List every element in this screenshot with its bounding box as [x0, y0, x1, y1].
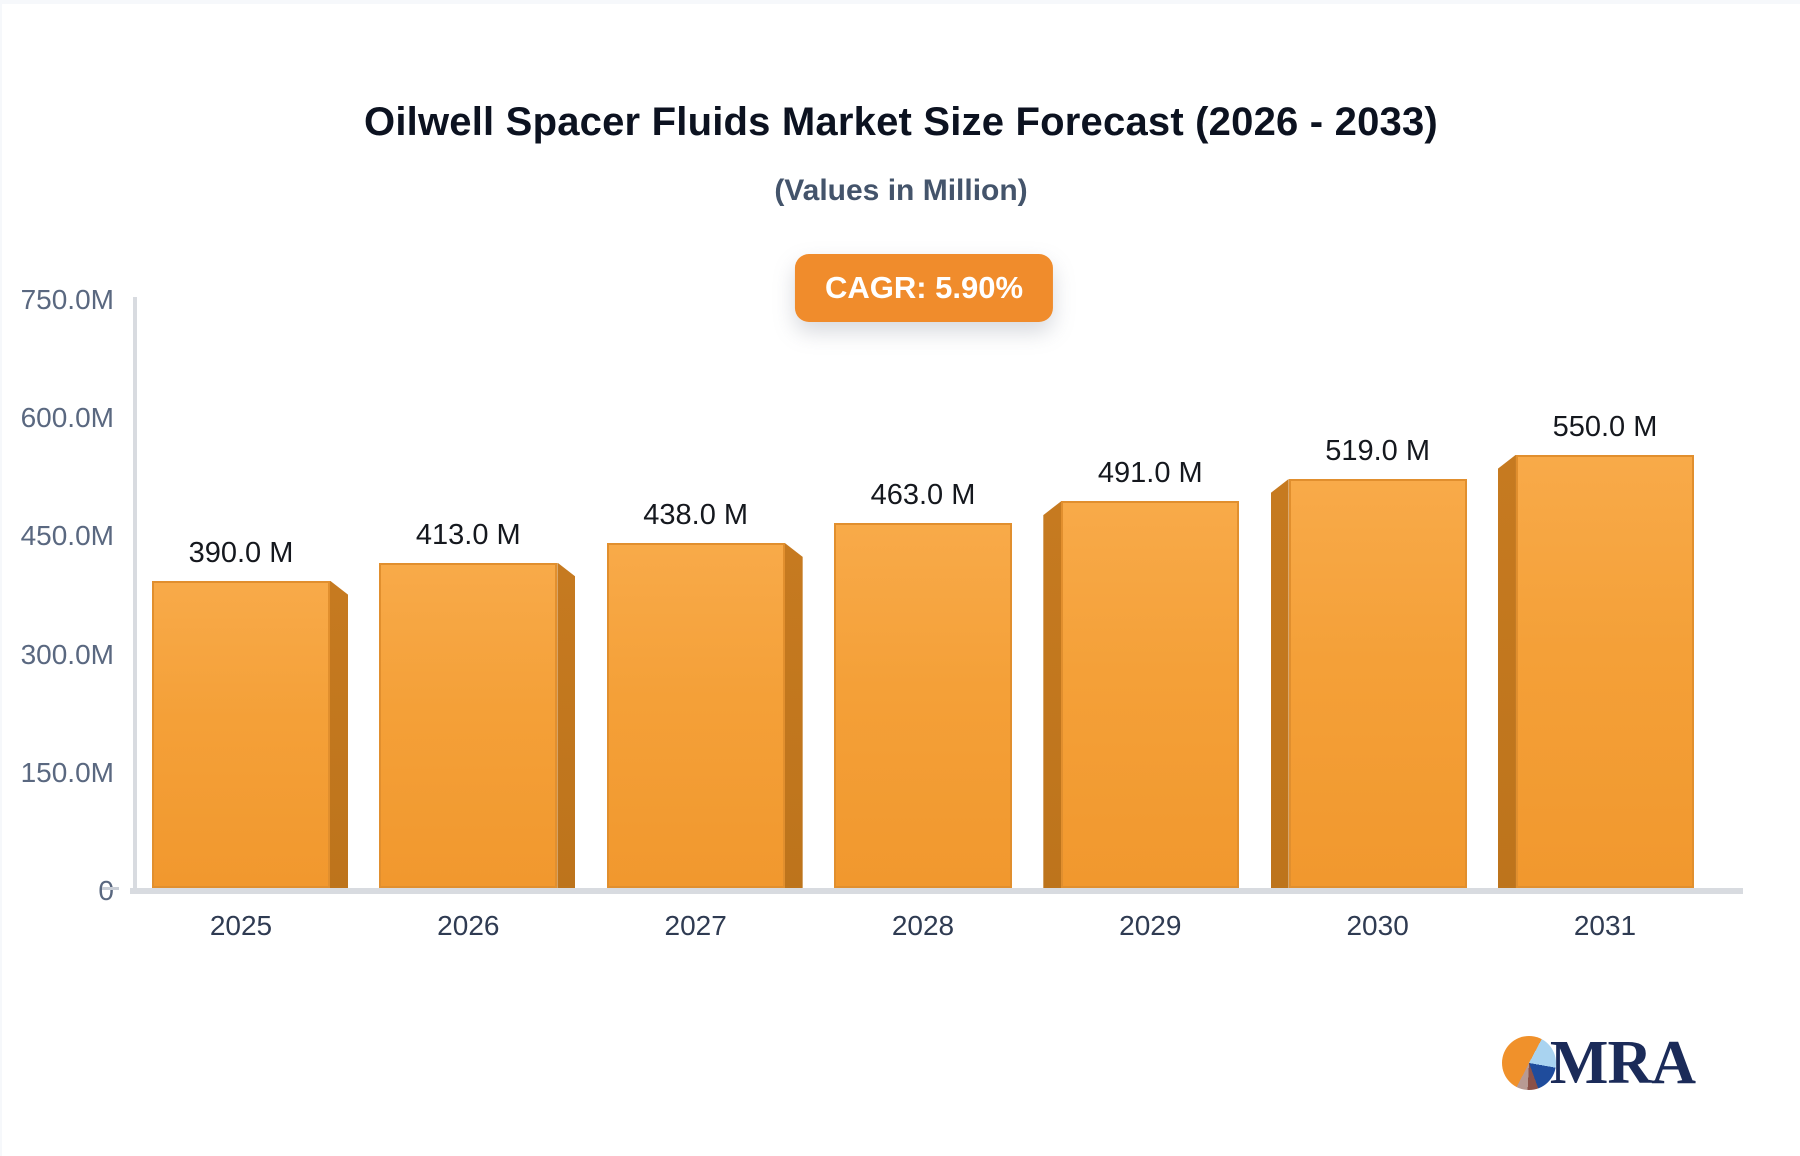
x-axis-tick-label-2025: 2025: [209, 910, 273, 941]
x-axis-line: [130, 888, 1743, 894]
y-axis-tick-label: 450.0M: [20, 520, 114, 552]
brand-logo-text: MRA: [1549, 1029, 1696, 1097]
brand-logo: MRA: [1501, 1029, 1696, 1097]
zero-tick-mark: [102, 887, 119, 890]
chart-title: Oilwell Spacer Fluids Market Size Foreca…: [364, 100, 1438, 144]
y-axis-tick-label: 0: [98, 875, 114, 906]
y-axis-tick-label: 150.0M: [20, 756, 114, 788]
x-axis-tick-label-2026: 2026: [437, 910, 500, 941]
bar-3d-side-2027: [784, 542, 803, 888]
plot-area: 750.0M 600.0M 450.0M 300.0M 150.0M 0 390.0 M 20…: [2, 4, 1800, 1156]
bar-3d-side-2025: [330, 580, 348, 888]
bar-value-label-2030: 519.0 M: [1325, 435, 1431, 468]
y-axis-tick-label: 300.0M: [20, 638, 114, 670]
x-axis-tick-label-2027: 2027: [664, 910, 727, 941]
bar-2025: [152, 580, 330, 888]
bar-value-label-2026: 413.0 M: [415, 518, 521, 551]
bar-3d-side-2026: [557, 562, 576, 888]
bar-2029: [1061, 501, 1240, 888]
bar-value-label-2027: 438.0 M: [643, 498, 749, 531]
cagr-badge: CAGR: 5.90%: [794, 254, 1054, 322]
x-axis-tick-label-2028: 2028: [891, 910, 955, 941]
x-axis-tick-label-2029: 2029: [1119, 910, 1182, 941]
y-axis-line: [133, 297, 137, 890]
x-axis-tick-label-2031: 2031: [1573, 910, 1637, 941]
bar-2031: [1515, 454, 1694, 888]
bar-2026: [379, 562, 558, 888]
y-axis-tick-label: 750.0M: [20, 284, 114, 315]
bar-value-label-2031: 550.0 M: [1552, 410, 1658, 443]
bar-2028: [833, 523, 1012, 888]
bar-3d-side-2030: [1270, 479, 1289, 888]
bar-3d-side-2031: [1497, 454, 1516, 888]
bar-2030: [1288, 479, 1467, 888]
bar-value-label-2029: 491.0 M: [1097, 457, 1203, 490]
bar-3d-side-2029: [1043, 501, 1062, 888]
pie-chart-logo-icon: [1501, 1036, 1556, 1090]
y-axis-tick-label: 600.0M: [20, 402, 114, 434]
bar-value-label-2028: 463.0 M: [870, 479, 976, 512]
x-axis-tick-label-2030: 2030: [1346, 910, 1409, 941]
chart-subtitle: (Values in Million): [774, 174, 1028, 207]
bar-value-label-2025: 390.0 M: [188, 536, 294, 569]
bar-2027: [606, 542, 785, 888]
